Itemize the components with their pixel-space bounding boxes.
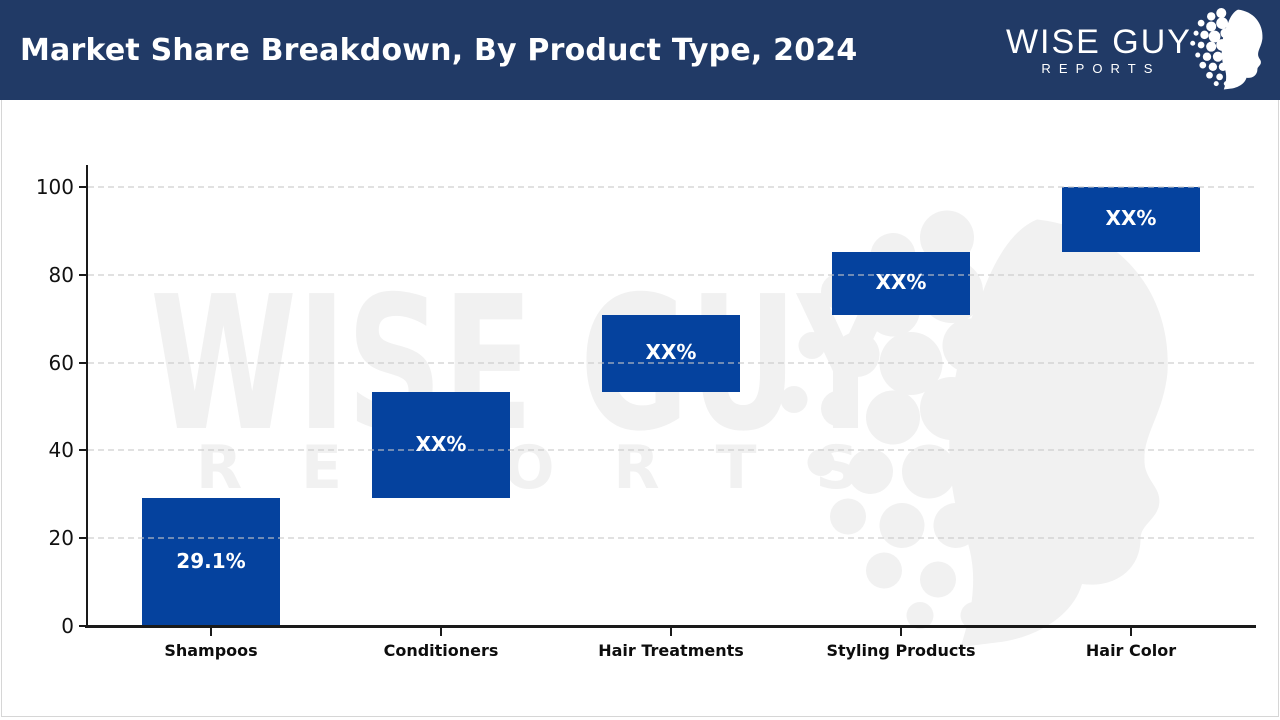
x-axis-label: Hair Color <box>1085 641 1177 660</box>
logo-text: WISE GUY REPORTS <box>1006 25 1192 75</box>
bar-shampoos <box>142 498 280 626</box>
gridline <box>88 537 1254 540</box>
y-axis-tick <box>79 449 87 452</box>
x-axis-tick <box>1130 628 1132 636</box>
gridline <box>88 273 1254 276</box>
y-axis-tick <box>79 537 87 540</box>
x-axis-label: Styling Products <box>826 641 976 660</box>
header-bar: Market Share Breakdown, By Product Type,… <box>0 0 1280 100</box>
y-axis-tick <box>79 625 87 627</box>
x-axis-label: Hair Treatments <box>598 641 744 660</box>
gridline <box>88 361 1254 364</box>
y-axis-tick-label: 40 <box>48 438 74 463</box>
bar-value-label: XX% <box>875 270 927 295</box>
gridline <box>88 449 1254 452</box>
logo-wise-guy-label: WISE GUY <box>1005 23 1192 61</box>
bar-styling-products <box>832 251 970 316</box>
watermark-text-wise-guy: WISE GUY <box>150 256 894 472</box>
y-axis-tick <box>79 361 87 364</box>
watermark-face-dots-image <box>758 208 1208 663</box>
x-axis-tick <box>210 628 212 636</box>
y-axis-tick <box>79 186 87 188</box>
x-axis-line <box>85 625 1256 628</box>
y-axis-tick <box>79 273 87 276</box>
chart-title: Market Share Breakdown, By Product Type,… <box>20 32 858 68</box>
bar-value-label: XX% <box>1105 206 1157 231</box>
wise-guy-reports-logo: WISE GUY REPORTS <box>1006 0 1270 100</box>
gridline <box>88 186 1254 188</box>
x-axis-tick <box>440 628 442 636</box>
x-axis-tick <box>670 628 672 636</box>
y-axis-line <box>86 165 88 627</box>
bar-conditioners <box>372 392 510 499</box>
y-axis-tick-label: 60 <box>48 350 74 375</box>
y-axis-tick-label: 80 <box>48 262 74 287</box>
bar-value-label: XX% <box>415 432 467 457</box>
y-axis-tick-label: 100 <box>35 175 74 199</box>
logo-face-icon <box>1186 6 1270 94</box>
bar-hair-color <box>1062 187 1200 252</box>
x-axis-tick <box>900 628 902 636</box>
x-axis-label: Shampoos <box>164 641 258 660</box>
bar-value-label: 29.1% <box>176 549 246 574</box>
logo-reports-label: REPORTS <box>1041 61 1161 76</box>
bar-value-label: XX% <box>645 340 697 365</box>
watermark-text-reports: REPORTS <box>196 433 918 503</box>
y-axis-tick-label: 20 <box>48 526 74 551</box>
bar-hair-treatments <box>602 315 740 392</box>
y-axis-tick-label: 0 <box>61 614 74 638</box>
x-axis-label: Conditioners <box>383 641 499 660</box>
